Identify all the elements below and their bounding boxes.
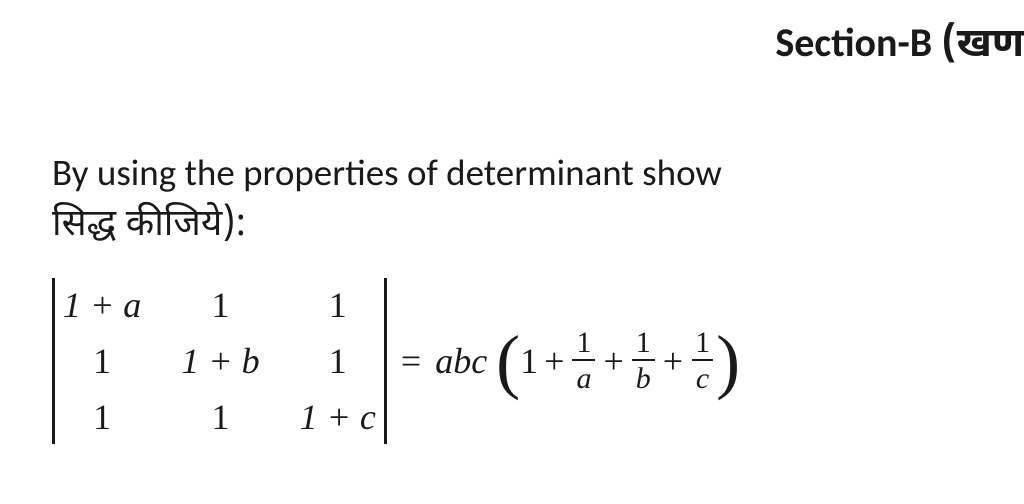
cell-r2c3: 1 — [300, 340, 376, 382]
frac1-den: a — [572, 359, 595, 394]
prompt-line-1: By using the properties of determinant s… — [52, 150, 1024, 195]
cell-r2c1: 1 — [63, 340, 141, 382]
rhs-frac-2: 1 b — [630, 328, 657, 394]
frac2-den: b — [632, 359, 655, 394]
cell-r3c1: 1 — [63, 396, 141, 438]
section-heading: Section-B (खण — [775, 18, 1024, 73]
prompt-hindi: सिद्ध कीजिये): — [52, 203, 246, 251]
prompt-line-2: सिद्ध कीजिये): — [52, 200, 1024, 251]
frac3-num: 1 — [691, 328, 714, 359]
rhs: abc ( 1 + 1 a + 1 b + 1 c ) — [435, 325, 740, 397]
paren-open: ( — [496, 325, 520, 397]
rhs-plus-2: + — [597, 340, 629, 382]
frac2-num: 1 — [632, 328, 655, 359]
rhs-factor: abc — [435, 340, 487, 382]
rhs-frac-1: 1 a — [570, 328, 597, 394]
section-title-en: Section-B — [775, 18, 932, 67]
rhs-plus-1: + — [538, 340, 570, 382]
cell-r2c2: 1 + b — [181, 340, 259, 382]
rhs-term-1: 1 — [520, 340, 538, 382]
rhs-plus-3: + — [657, 340, 689, 382]
cell-r3c3: 1 + c — [300, 396, 376, 438]
determinant: 1 + a 1 1 1 1 + b 1 1 1 1 + c — [52, 278, 387, 444]
section-title-hi-fragment: (खण — [941, 21, 1024, 73]
paren-close: ) — [716, 325, 740, 397]
prompt-english: By using the properties of determinant s… — [52, 150, 722, 195]
cell-r1c3: 1 — [300, 284, 376, 326]
cell-r1c1: 1 + a — [63, 284, 141, 326]
equation: 1 + a 1 1 1 1 + b 1 1 1 1 + c = abc ( 1 … — [52, 278, 740, 444]
frac1-num: 1 — [572, 328, 595, 359]
rhs-frac-3: 1 c — [689, 328, 716, 394]
equals-sign: = — [387, 340, 435, 382]
cell-r3c2: 1 — [181, 396, 259, 438]
determinant-matrix: 1 + a 1 1 1 1 + b 1 1 1 1 + c — [55, 278, 384, 444]
cell-r1c2: 1 — [181, 284, 259, 326]
frac3-den: c — [692, 359, 713, 394]
